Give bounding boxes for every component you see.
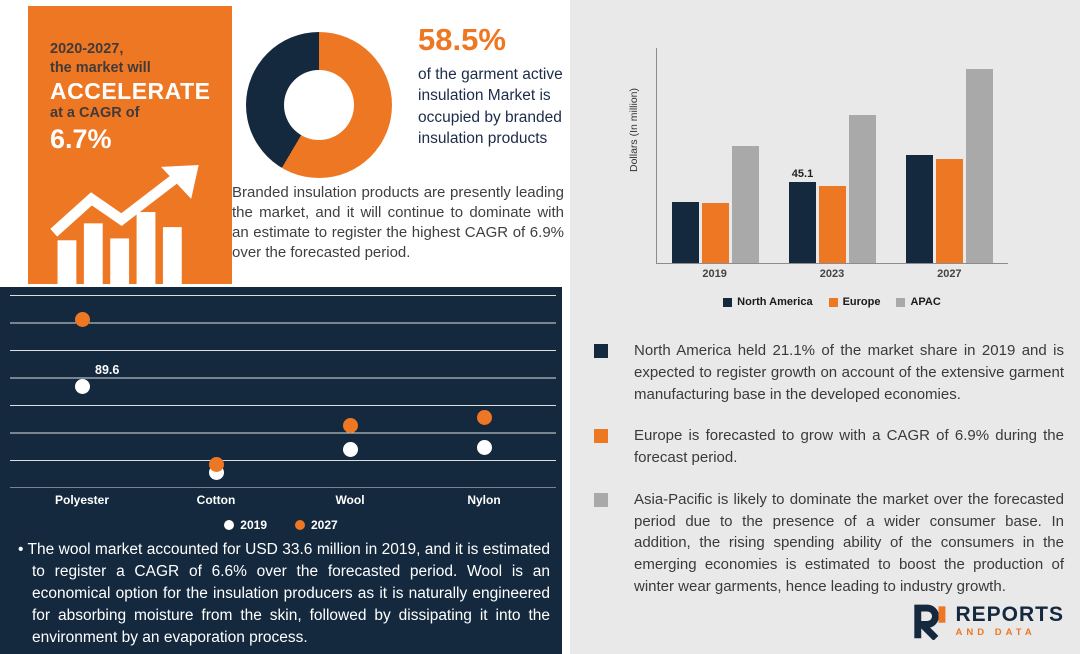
logo-name: REPORTS — [955, 603, 1064, 627]
x-tick-2019: 2019 — [702, 268, 727, 280]
bar-legend-item-north-america: North America — [723, 296, 813, 308]
bar-group-2023: 45.1 — [789, 115, 876, 263]
accelerate-line2: the market will — [50, 59, 151, 76]
donut-percent-value: 58.5% — [418, 22, 506, 57]
dot-nylon-2027 — [476, 410, 492, 426]
bar-2023-north-america — [789, 181, 816, 263]
bar-legend-item-europe: Europe — [828, 296, 881, 308]
bar-slot-2023-europe — [819, 185, 846, 263]
dot-legend-swatch-2027 — [295, 520, 305, 530]
donut-chart — [246, 32, 392, 178]
dot-polyester-2027 — [74, 312, 90, 328]
logo-subtitle: AND DATA — [955, 627, 1036, 639]
dot-plot-legend: 2019 2027 — [0, 518, 562, 532]
dot-plot-area: 89.6 — [10, 295, 556, 488]
category-label-polyester: Polyester — [54, 493, 110, 507]
accelerate-callout: 2020-2027, the market will ACCELERATE at… — [28, 6, 232, 288]
bar-2023-apac — [849, 115, 876, 263]
wool-bullet: The wool market accounted for USD 33.6 m… — [18, 539, 550, 649]
logo-mark-icon — [914, 604, 946, 640]
dot-legend-item-2019: 2019 — [224, 518, 267, 532]
donut-caption: of the garment active insulation Market … — [418, 66, 563, 148]
north-america-text: North America held 21.1% of the market s… — [634, 342, 1064, 403]
north-america-swatch — [594, 344, 608, 358]
accelerate-cagr-value: 6.7% — [50, 123, 112, 154]
bar-slot-2023-north-america: 45.1 — [789, 168, 816, 263]
category-label-wool: Wool — [335, 493, 365, 507]
dot-nylon-2019 — [476, 439, 492, 455]
bar-2027-apac — [966, 68, 993, 263]
bar-slot-2019-europe — [702, 202, 729, 263]
bar-slot-2027-apac — [966, 68, 993, 263]
bar-2019-europe — [702, 202, 729, 263]
bar-legend: North America Europe APAC — [656, 296, 1008, 308]
dot-legend-swatch-2019 — [224, 520, 235, 530]
accelerate-highlight: ACCELERATE — [50, 77, 211, 104]
asia-pacific-text: Asia-Pacific is likely to dominate the m… — [634, 490, 1064, 595]
left-column: 2020-2027, the market will ACCELERATE at… — [0, 0, 562, 654]
logo-text: REPORTS AND DATA — [955, 604, 1064, 638]
bar-slot-2019-apac — [732, 146, 759, 263]
right-column: Dollars (In million) 45.1 2019 2023 2027 N… — [570, 0, 1080, 654]
bar-plot-area: 45.1 — [656, 48, 1008, 264]
bar-slot-2027-europe — [936, 158, 963, 263]
bullet-north-america: North America held 21.1% of the market s… — [594, 340, 1064, 405]
bar-legend-swatch-north-america — [723, 297, 733, 307]
accelerate-line3: at a CAGR of — [50, 105, 140, 122]
bar-ticks: 2019 2023 2027 — [656, 268, 1008, 280]
bar-legend-item-apac: APAC — [896, 296, 941, 308]
bar-legend-label-europe: Europe — [842, 296, 881, 308]
bar-group-2027 — [906, 68, 993, 263]
dot-cotton-2027 — [208, 456, 224, 472]
bar-chart: Dollars (In million) 45.1 2019 2023 2027 N… — [626, 48, 1026, 308]
category-label-nylon: Nylon — [467, 493, 501, 507]
dot-legend-item-2027: 2027 — [295, 518, 338, 532]
dot-polyester-2019 — [74, 378, 90, 394]
materials-panel: 89.6 Polyester Cotton Wool Nylon 2019 2027 T… — [0, 287, 562, 654]
branded-paragraph: Branded insulation products are presentl… — [232, 184, 564, 261]
category-label-cotton: Cotton — [196, 493, 236, 507]
bar-slot-2019-north-america — [672, 201, 699, 263]
dot-plot-categories: Polyester Cotton Wool Nylon — [0, 493, 562, 511]
europe-text: Europe is forecasted to grow with a CAGR… — [634, 427, 1064, 466]
dot-legend-label-2019: 2019 — [240, 518, 267, 532]
bar-2023-europe — [819, 185, 846, 263]
dot-wool-2019 — [342, 442, 358, 458]
bar-group-2019 — [672, 146, 759, 263]
asia-pacific-swatch — [594, 492, 608, 507]
bar-slot-2027-north-america — [906, 155, 933, 263]
bullet-europe: Europe is forecasted to grow with a CAGR… — [594, 425, 1064, 469]
bar-legend-swatch-europe — [828, 297, 838, 307]
region-bullets: North America held 21.1% of the market s… — [594, 340, 1064, 618]
dot-wool-2027 — [342, 418, 358, 434]
bar-slot-2023-apac — [849, 115, 876, 263]
reports-and-data-logo: REPORTS AND DATA — [910, 602, 1064, 640]
bar-2027-europe — [936, 158, 963, 263]
bar-2019-north-america — [672, 201, 699, 263]
bar-2019-apac — [732, 146, 759, 263]
bullet-asia-pacific: Asia-Pacific is likely to dominate the m… — [594, 489, 1064, 598]
x-tick-2023: 2023 — [819, 268, 845, 280]
bar-chart-y-axis-label: Dollars (In million) — [628, 88, 640, 173]
bar-legend-swatch-apac — [896, 297, 906, 307]
dot-value-label: 89.6 — [95, 363, 120, 378]
dot-legend-label-2027: 2027 — [311, 518, 338, 532]
bar-legend-label-apac: APAC — [910, 296, 941, 308]
bar-2027-north-america — [906, 155, 933, 263]
growth-chart-icon — [50, 164, 199, 288]
x-tick-2027: 2027 — [937, 268, 962, 280]
accelerate-line1: 2020-2027, — [50, 41, 124, 57]
bar-legend-label-north-america: North America — [737, 296, 813, 308]
bar-value-label: 45.1 — [791, 167, 814, 180]
europe-swatch — [594, 429, 608, 444]
